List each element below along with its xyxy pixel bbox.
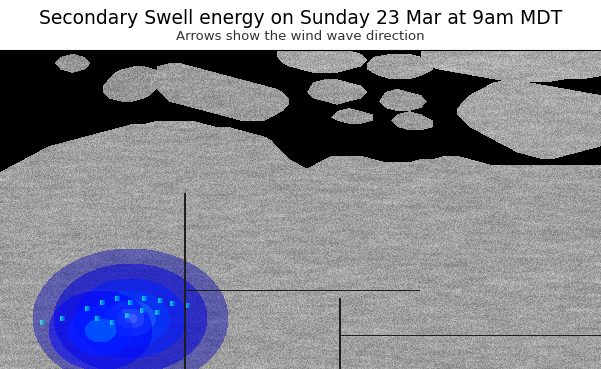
Text: Arrows show the wind wave direction: Arrows show the wind wave direction [176, 30, 425, 42]
Text: Secondary Swell energy on Sunday 23 Mar at 9am MDT: Secondary Swell energy on Sunday 23 Mar … [39, 8, 562, 28]
